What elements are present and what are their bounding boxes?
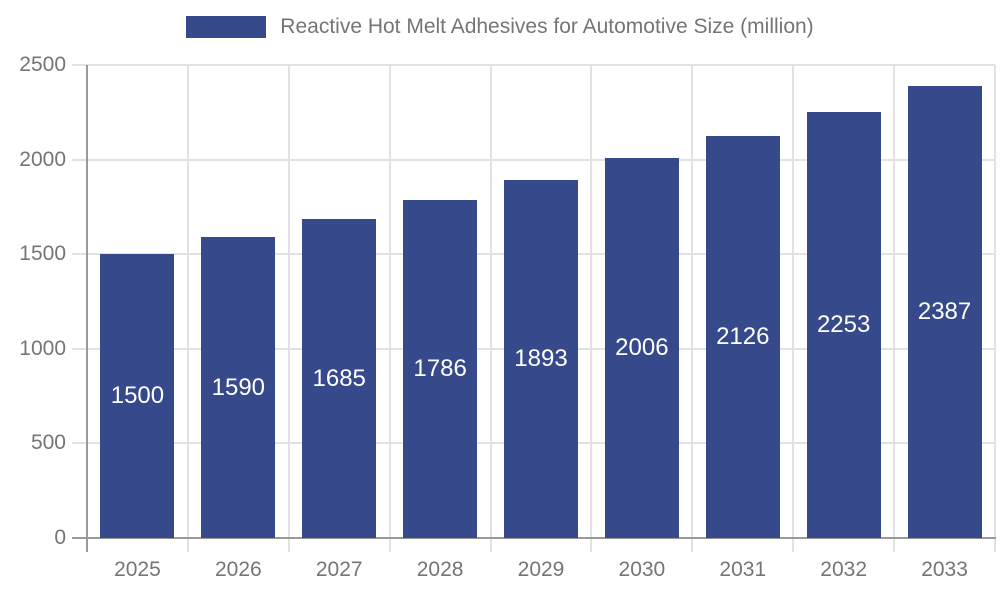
gridline-vertical [489,65,492,552]
legend: Reactive Hot Melt Adhesives for Automoti… [0,12,1000,42]
bar-value-label: 1685 [312,364,366,392]
gridline-horizontal [72,158,995,161]
x-axis-tick-label: 2027 [315,558,363,581]
bar [201,237,276,538]
y-axis-line [86,65,88,552]
bar [705,135,780,538]
y-axis-tick-label: 1000 [19,336,66,360]
gridline-vertical [186,65,189,552]
y-axis-tick-label: 500 [30,431,66,455]
gridline-vertical [994,65,996,552]
gridline-vertical [590,65,593,552]
x-axis-tick-label: 2030 [618,558,666,581]
y-axis-tick-label: 2500 [19,53,66,76]
gridline-vertical [792,65,795,552]
legend-label: Reactive Hot Melt Adhesives for Automoti… [280,15,814,38]
y-axis-tick-label: 2000 [19,147,66,171]
y-axis-tick [72,537,87,539]
bar-value-label: 2126 [716,322,770,350]
bar [504,179,578,538]
bar [907,86,982,538]
bar-value-label: 2006 [615,334,669,362]
x-axis-tick-label: 2025 [114,558,161,581]
bar-value-label: 2253 [816,310,871,338]
bar-value-label: 1893 [514,344,568,372]
gridline-vertical [388,65,391,552]
bar-value-label: 1500 [110,382,165,410]
y-axis-tick-label: 0 [54,526,66,549]
bar-value-label: 1590 [211,373,266,401]
bar-value-label: 2387 [917,298,972,326]
bar [604,158,679,538]
y-axis-tick-label: 1500 [19,242,66,266]
x-axis-line [86,537,996,539]
x-axis-tick-label: 2031 [719,558,767,581]
x-axis-tick-label: 2028 [416,558,464,581]
gridline-vertical [287,65,290,552]
bar-value-label: 1786 [413,355,467,383]
bar [100,254,175,538]
x-axis-tick-label: 2032 [820,558,868,581]
x-axis-tick-label: 2033 [921,558,968,581]
legend-swatch [186,16,267,38]
x-axis-tick-label: 2026 [214,558,262,581]
gridline-vertical [691,65,694,552]
bar [806,111,881,538]
bar [403,200,478,538]
gridline-vertical [893,65,896,552]
bar [302,219,377,538]
x-axis-tick-label: 2029 [517,558,565,581]
gridline-horizontal [72,64,995,66]
